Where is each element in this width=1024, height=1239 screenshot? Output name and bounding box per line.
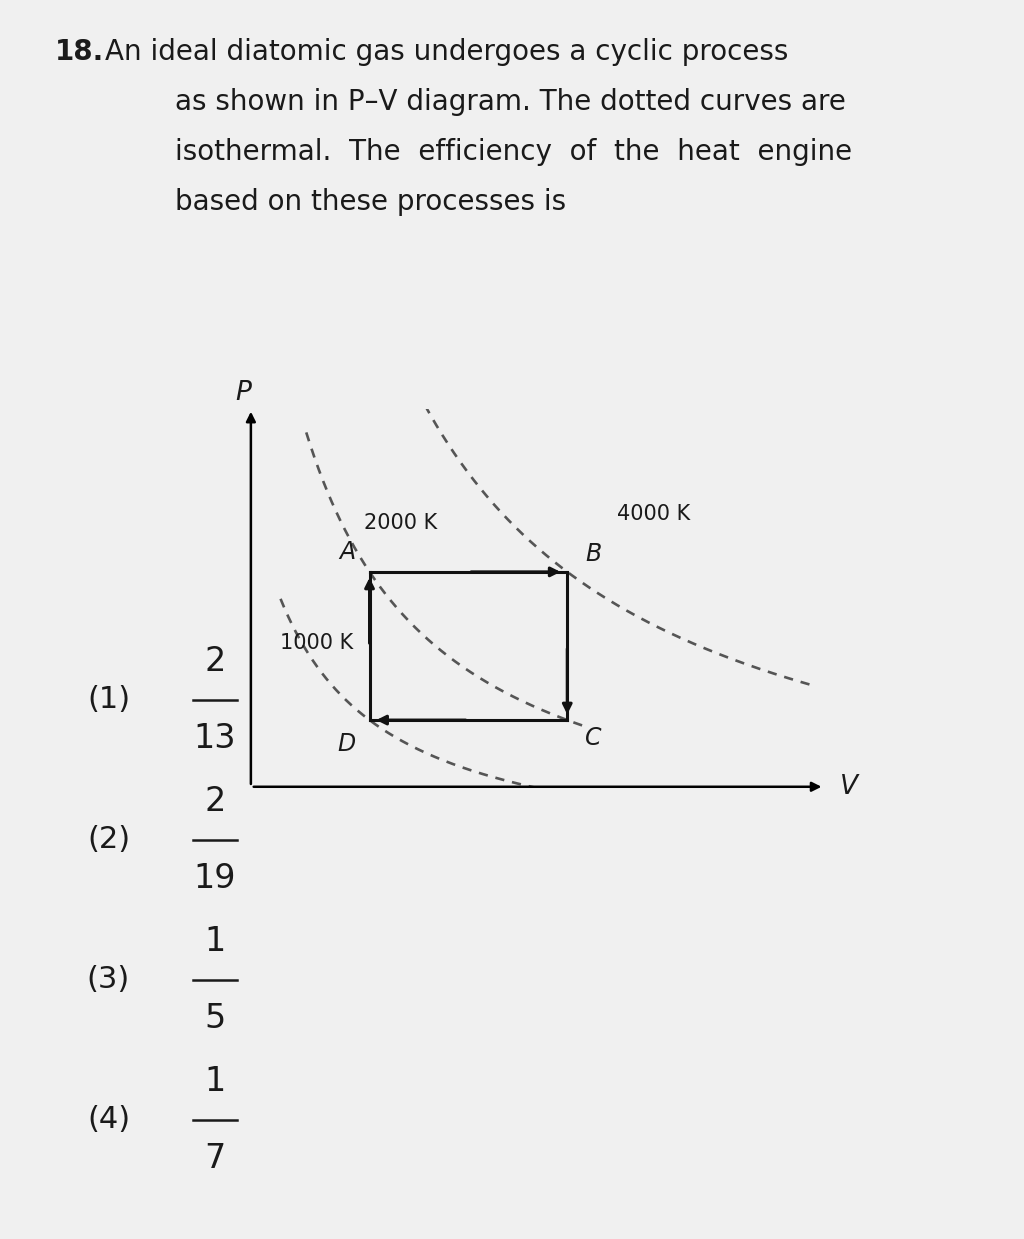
Text: 1: 1 <box>205 1066 225 1098</box>
Text: 19: 19 <box>194 862 237 895</box>
Text: P: P <box>236 380 251 406</box>
Text: 7: 7 <box>205 1142 225 1175</box>
Text: (1): (1) <box>87 685 130 715</box>
Text: 2: 2 <box>205 646 225 678</box>
Text: 1000 K: 1000 K <box>281 633 353 653</box>
Text: An ideal diatomic gas undergoes a cyclic process: An ideal diatomic gas undergoes a cyclic… <box>105 38 788 66</box>
Text: 4000 K: 4000 K <box>616 504 690 524</box>
Text: (3): (3) <box>87 965 130 995</box>
Text: C: C <box>585 726 601 750</box>
Text: (2): (2) <box>87 825 130 855</box>
Text: V: V <box>840 774 858 799</box>
Text: isothermal.  The  efficiency  of  the  heat  engine: isothermal. The efficiency of the heat e… <box>175 138 852 166</box>
Text: 18.: 18. <box>55 38 104 66</box>
Text: 5: 5 <box>205 1002 225 1035</box>
Text: 1: 1 <box>205 926 225 958</box>
Text: 2: 2 <box>205 786 225 818</box>
Text: as shown in P–V diagram. The dotted curves are: as shown in P–V diagram. The dotted curv… <box>175 88 846 116</box>
Text: D: D <box>338 732 355 756</box>
Text: based on these processes is: based on these processes is <box>175 188 566 216</box>
Text: 13: 13 <box>194 722 237 755</box>
Text: B: B <box>585 541 601 566</box>
Text: (4): (4) <box>87 1105 130 1135</box>
Text: A: A <box>340 540 355 565</box>
Text: 2000 K: 2000 K <box>364 513 437 533</box>
